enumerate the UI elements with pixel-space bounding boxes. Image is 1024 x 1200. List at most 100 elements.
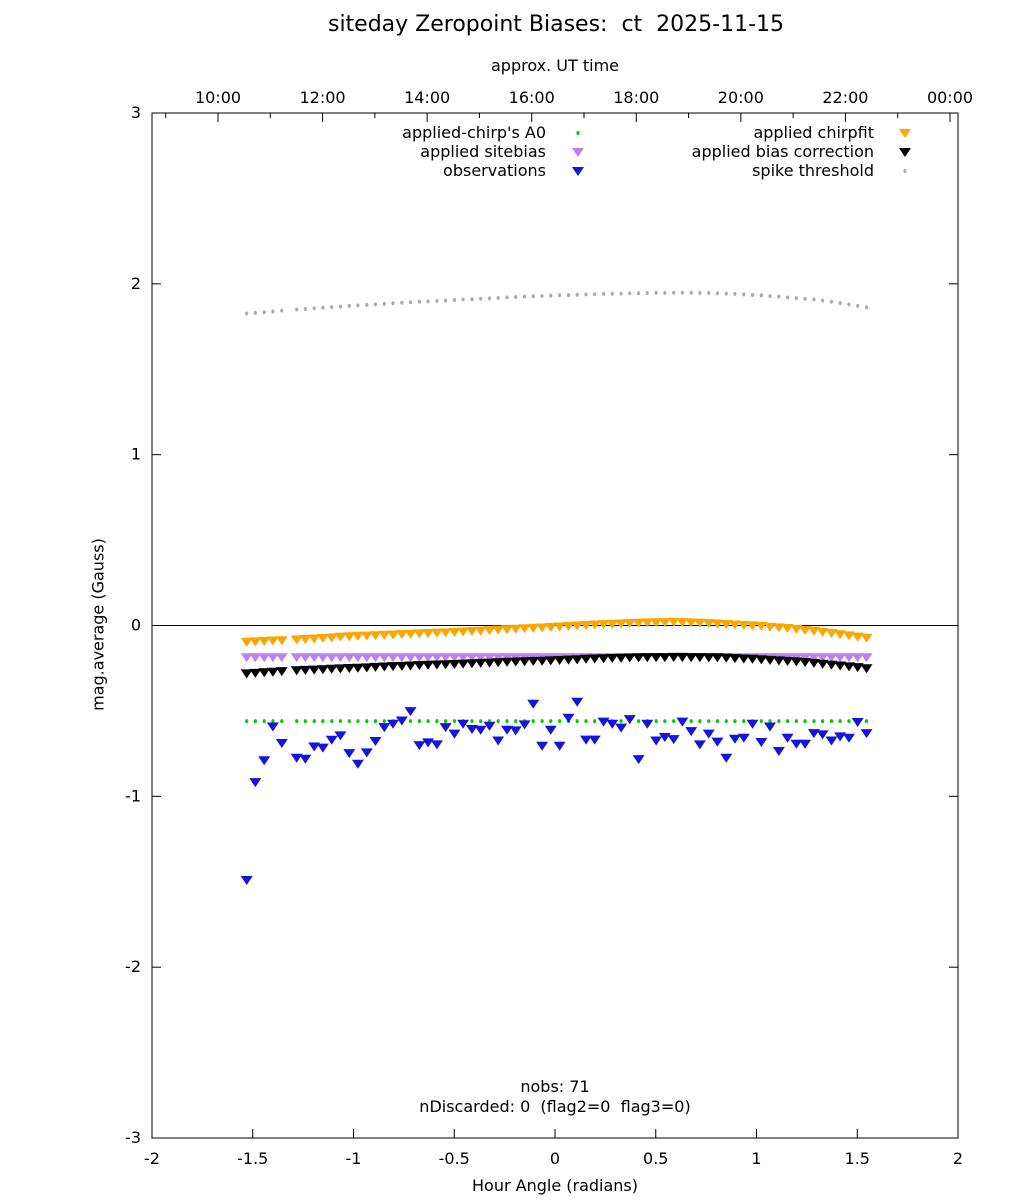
data-point [369,653,382,663]
data-point [847,719,851,724]
data-point [501,625,514,635]
data-point [698,719,702,724]
data-point [479,296,483,301]
data-point [702,653,715,663]
data-point [825,736,838,746]
data-point [711,619,724,629]
y-tick-label: 2 [131,274,141,293]
data-point [816,627,829,637]
data-point [834,661,847,671]
data-point [680,290,684,295]
data-point [330,719,334,724]
data-point [667,652,680,662]
data-point [536,623,549,633]
data-point [303,306,307,311]
data-point [772,747,785,757]
data-point [864,305,869,310]
legend-marker-applied-chirpfit [899,129,911,138]
data-point [632,618,645,628]
data-point [439,723,452,733]
data-point [571,655,584,665]
y-tick-label: 1 [131,445,141,464]
ut-tick-label: 00:00 [927,88,973,107]
data-point [593,719,597,724]
data-point [448,729,461,739]
data-point [580,735,593,745]
data-point [266,653,279,663]
data-point [698,290,702,295]
data-point [474,658,487,668]
data-point [351,759,364,769]
data-point [240,637,253,647]
data-point [266,722,279,732]
legend-marker-observations [572,167,584,176]
data-point [693,618,706,628]
data-point [820,719,825,724]
data-point [641,719,654,729]
data-point [457,627,470,637]
data-point [715,719,720,724]
data-point [851,632,864,642]
data-point [689,290,693,295]
data-point [842,662,855,672]
data-point [645,291,649,296]
data-point [413,741,426,751]
ut-tick-label: 16:00 [509,88,555,107]
data-point [448,659,461,669]
data-point [452,298,457,303]
data-point [290,653,303,663]
data-point [737,654,750,664]
data-point [249,637,262,647]
data-point [558,293,562,298]
data-point [365,719,369,724]
data-point [496,295,500,300]
data-point [479,719,483,724]
data-point [575,719,579,724]
x-tick-label: 1.5 [845,1149,870,1168]
data-point [527,623,540,633]
data-point [588,735,601,745]
legend-label: applied chirpfit [753,123,874,142]
data-point [258,636,271,646]
data-point [386,630,399,640]
data-point [842,631,855,641]
data-point [606,653,619,663]
data-point [275,636,288,646]
data-point [597,717,610,727]
data-point [799,658,812,668]
data-point [395,716,408,726]
series-applied-chirp-s-a0 [245,719,869,724]
data-point [413,629,426,639]
data-point [597,654,610,664]
data-point [474,725,487,735]
data-point [373,719,378,724]
data-point [505,719,509,724]
data-point [549,719,553,724]
data-point [825,653,838,663]
data-point [483,658,496,668]
data-point [518,657,531,667]
legend-entry-applied-sitebias: applied sitebias [420,142,584,161]
data-point [351,631,364,641]
data-point [742,719,746,724]
data-point [435,298,439,303]
data-point [501,657,514,667]
data-point [707,291,711,296]
data-point [733,719,737,724]
data-point [667,735,680,745]
data-point [275,653,288,663]
data-point [378,662,391,672]
data-point [430,660,443,670]
data-point [316,653,329,663]
data-point [615,723,628,733]
ut-tick-label: 10:00 [195,88,241,107]
legend-entry-spike-threshold: spike threshold [752,161,907,180]
data-point [316,665,329,675]
data-point [623,618,636,628]
data-point [240,669,253,679]
data-point [755,621,768,631]
data-point [483,721,496,731]
data-point [750,292,755,297]
data-point [474,626,487,636]
ndiscarded-annotation: nDiscarded: 0 (flag2=0 flag3=0) [419,1097,691,1116]
